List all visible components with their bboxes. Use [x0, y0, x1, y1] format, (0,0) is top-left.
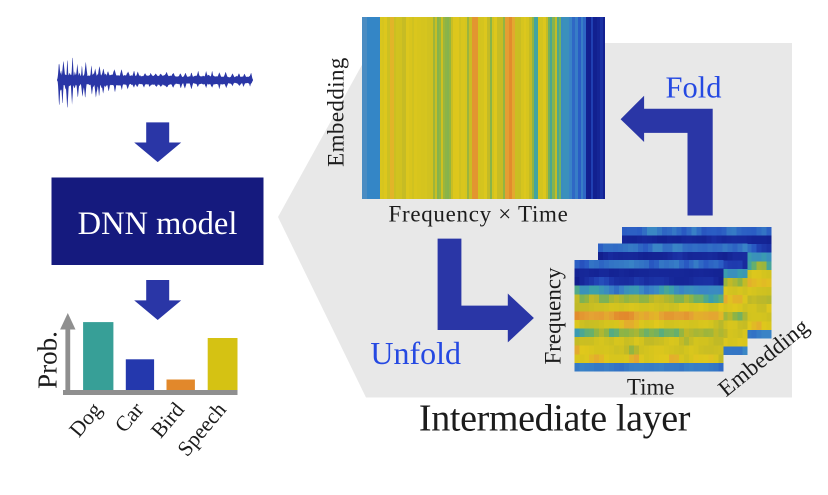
svg-text:Prob.: Prob. — [33, 331, 63, 389]
svg-text:Intermediate layer: Intermediate layer — [419, 398, 691, 440]
svg-text:Time: Time — [627, 375, 675, 400]
svg-text:Embedding: Embedding — [324, 57, 349, 167]
svg-text:Frequency × Time: Frequency × Time — [388, 202, 568, 227]
svg-text:Unfold: Unfold — [370, 335, 461, 371]
svg-text:Frequency: Frequency — [541, 267, 566, 365]
svg-text:Fold: Fold — [666, 71, 722, 105]
svg-text:DNN model: DNN model — [78, 206, 238, 242]
